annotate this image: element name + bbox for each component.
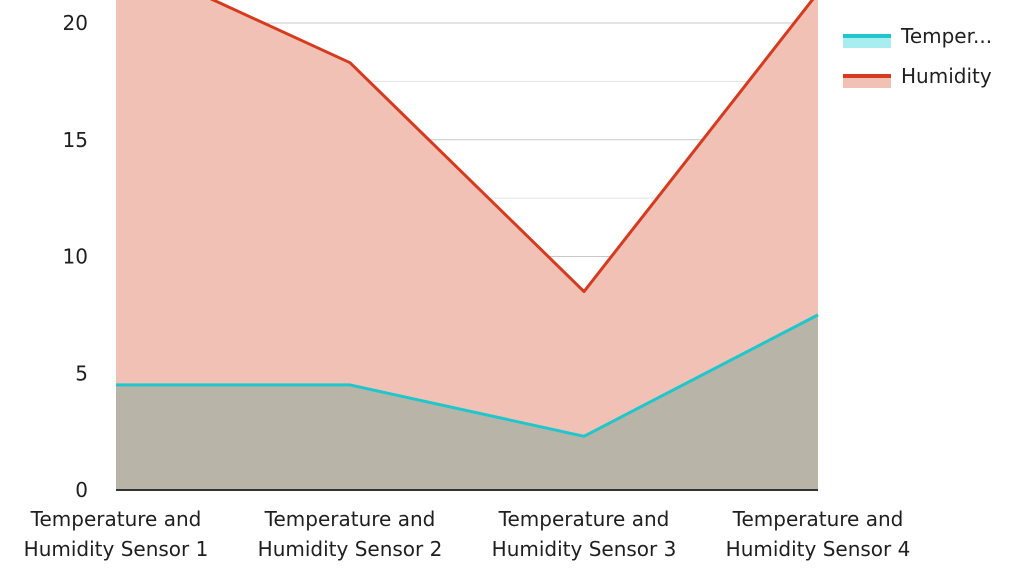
legend-label: Humidity bbox=[901, 64, 992, 88]
series-line-2 bbox=[209, 0, 815, 294]
series-line-1 bbox=[116, 313, 819, 438]
series-areas bbox=[116, 0, 818, 490]
legend-label: Temper... bbox=[900, 24, 992, 48]
series-area-2 bbox=[116, 0, 818, 437]
y-tick-label: 15 bbox=[63, 128, 88, 152]
x-category-label: Temperature and Humidity Sensor 3 bbox=[492, 507, 677, 561]
legend-swatch-fill bbox=[843, 76, 891, 88]
x-category-label: Temperature and Humidity Sensor 2 bbox=[258, 507, 443, 561]
legend-swatch-fill bbox=[843, 36, 891, 48]
x-category-label: Temperature and Humidity Sensor 1 bbox=[24, 507, 209, 561]
legend-item-2[interactable]: Humidity bbox=[843, 64, 992, 88]
series-lines bbox=[116, 0, 819, 438]
y-tick-label: 5 bbox=[75, 361, 88, 385]
legend-item-1[interactable]: Temper... bbox=[843, 24, 992, 48]
x-category-label: Temperature and Humidity Sensor 4 bbox=[726, 507, 911, 561]
legend[interactable]: Temper... Humidity bbox=[843, 24, 992, 88]
axes: 0 5 10 15 20 Temperature and Humidity Sensor 1… bbox=[24, 11, 911, 561]
y-tick-label: 20 bbox=[63, 11, 88, 35]
y-tick-label: 10 bbox=[63, 245, 88, 269]
y-tick-label: 0 bbox=[75, 478, 88, 502]
series-area-1 bbox=[116, 314, 818, 490]
